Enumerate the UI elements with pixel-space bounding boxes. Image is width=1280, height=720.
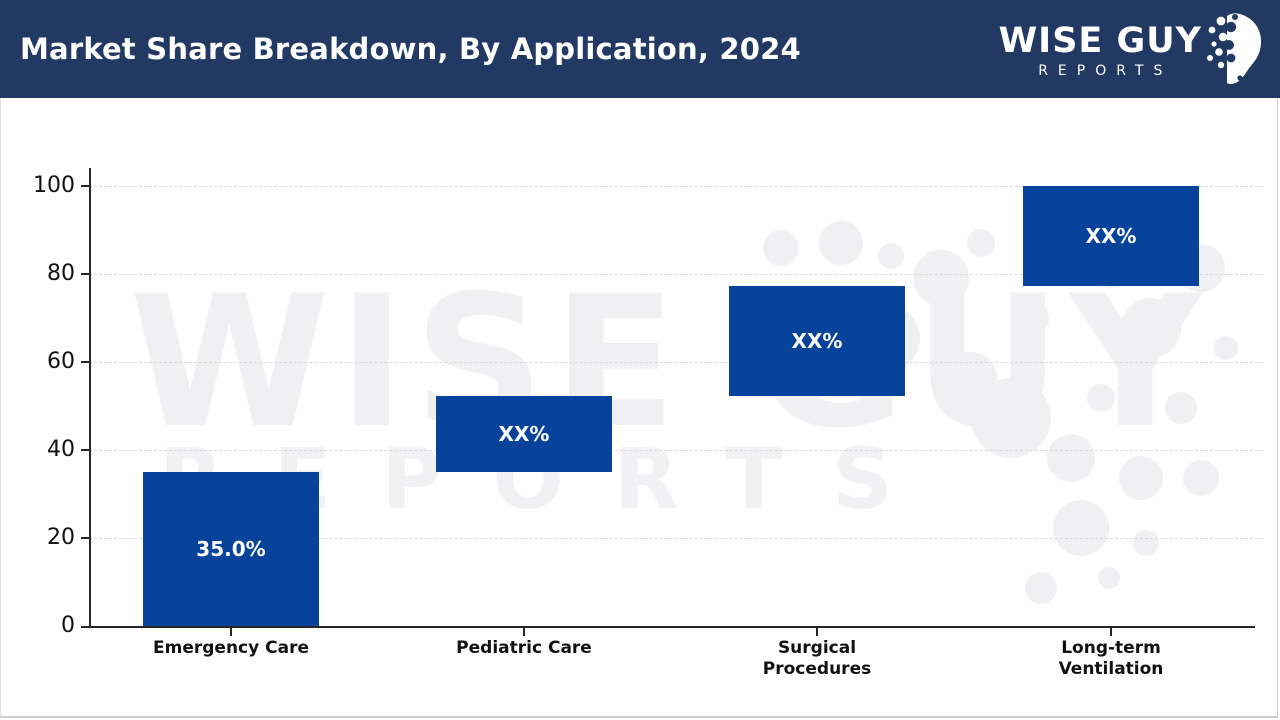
bar-value-label: XX%: [1085, 224, 1137, 248]
page-title: Market Share Breakdown, By Application, …: [20, 32, 801, 66]
y-tick-label: 80: [47, 261, 75, 286]
y-tick-80: [81, 273, 89, 275]
y-tick-0: [81, 626, 89, 628]
x-label-line: Emergency Care: [153, 638, 309, 658]
wiseguy-logo: WISE GUY REPORTS: [999, 8, 1266, 94]
x-tick-pediatric-care: [523, 628, 525, 636]
header-bar: Market Share Breakdown, By Application, …: [0, 0, 1280, 98]
x-tick-emergency-care: [230, 628, 232, 636]
watermark-head-dots-icon: [681, 148, 1241, 622]
y-tick-label: 20: [47, 525, 75, 550]
gridline-80: [89, 274, 1263, 275]
bar-surgical-procedures: XX%: [729, 286, 905, 396]
logo-name: WISE GUY: [998, 21, 1202, 61]
y-tick-label: 0: [61, 613, 75, 638]
x-tick-long-term-ventilation: [1110, 628, 1112, 636]
bar-value-label: XX%: [791, 329, 843, 353]
x-label-line: Ventilation: [1058, 659, 1164, 679]
x-axis-label-surgical-procedures: Surgical Procedures: [707, 638, 927, 680]
y-axis-line: [89, 168, 91, 628]
bar-value-label: 35.0%: [196, 537, 266, 561]
y-tick-label: 100: [33, 173, 75, 198]
x-axis-label-emergency-care: Emergency Care: [121, 638, 341, 659]
y-tick-label: 40: [47, 437, 75, 462]
bar-value-label: XX%: [498, 422, 550, 446]
bar-emergency-care: 35.0%: [143, 472, 319, 626]
bar-pediatric-care: XX%: [436, 396, 612, 472]
logo-text: WISE GUY REPORTS: [998, 21, 1202, 79]
y-tick-label: 60: [47, 349, 75, 374]
y-tick-40: [81, 449, 89, 451]
x-axis-label-pediatric-care: Pediatric Care: [414, 638, 634, 659]
gridline-60: [89, 362, 1263, 363]
x-label-line: Long-term: [1061, 638, 1161, 658]
chart-canvas: WISE GUY REPORTS: [0, 98, 1278, 718]
y-tick-100: [81, 185, 89, 187]
gridline-40: [89, 450, 1263, 451]
x-tick-surgical-procedures: [816, 628, 818, 636]
wiseguy-head-icon: [1204, 8, 1266, 94]
x-label-line: Surgical: [777, 638, 857, 658]
y-tick-20: [81, 537, 89, 539]
y-tick-60: [81, 361, 89, 363]
bar-long-term-ventilation: XX%: [1023, 186, 1199, 286]
x-label-line: Procedures: [762, 659, 872, 679]
gridline-20: [89, 538, 1263, 539]
x-label-line: Pediatric Care: [456, 638, 592, 658]
logo-tagline: REPORTS: [1038, 63, 1173, 79]
x-axis-line: [89, 626, 1255, 628]
gridline-100: [89, 186, 1263, 187]
x-axis-label-long-term-ventilation: Long-term Ventilation: [1001, 638, 1221, 680]
